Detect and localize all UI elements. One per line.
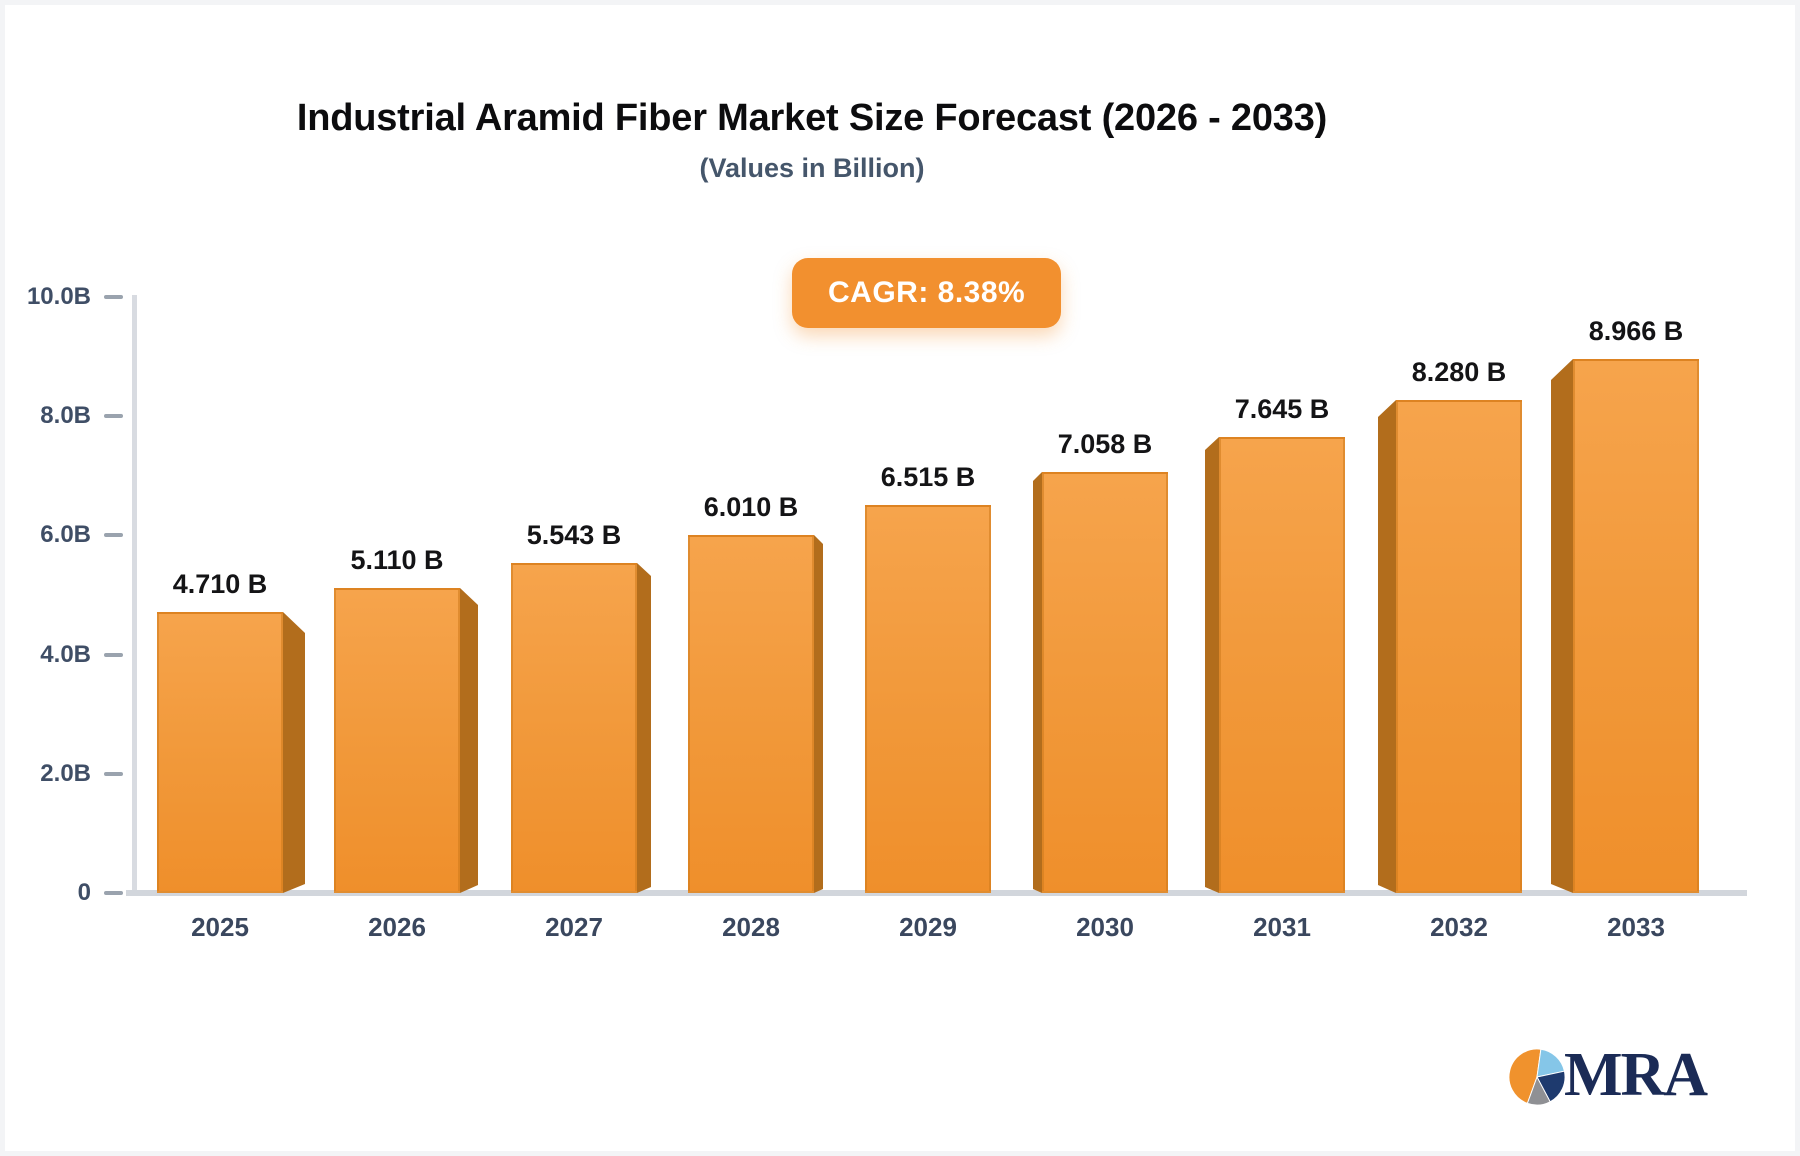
y-tick-label: 2.0B xyxy=(40,759,91,787)
y-axis-line xyxy=(132,295,137,893)
y-tick-label: 10.0B xyxy=(26,283,91,310)
bar-2030 xyxy=(1042,472,1168,893)
bar-2028 xyxy=(688,535,814,893)
bar-2033 xyxy=(1573,359,1699,893)
chart-card: Industrial Aramid Fiber Market Size Fore… xyxy=(5,5,1795,1151)
bar-value-label: 6.515 B xyxy=(880,462,976,492)
bar-value-label: 5.110 B xyxy=(350,545,444,575)
bar-value-label: 8.966 B xyxy=(1588,316,1684,346)
bar-side-face xyxy=(1378,400,1396,893)
bar-2026 xyxy=(334,588,460,893)
bar-side-face xyxy=(460,588,478,893)
bar-2025 xyxy=(157,612,283,893)
x-tick-label-2030: 2030 xyxy=(1076,912,1134,942)
x-tick-label-2026: 2026 xyxy=(368,912,426,942)
y-tick-label: 4.0B xyxy=(40,640,91,668)
y-tick-mark xyxy=(104,533,123,538)
bar-value-label: 5.543 B xyxy=(526,520,622,550)
page-subtitle: (Values in Billion) xyxy=(699,153,925,183)
y-tick-mark xyxy=(104,652,123,657)
bar-value-label: 8.280 B xyxy=(1411,357,1507,387)
bar-side-face xyxy=(1551,359,1573,893)
y-tick-label: 6.0B xyxy=(40,521,91,549)
y-tick-mark xyxy=(104,295,123,299)
x-tick-label-2027: 2027 xyxy=(545,912,603,942)
x-tick-label-2033: 2033 xyxy=(1607,912,1665,942)
bar-side-face xyxy=(637,563,651,893)
bar-value-label: 4.710 B xyxy=(172,569,268,599)
bar-value-label: 6.010 B xyxy=(703,492,799,522)
bar-side-face xyxy=(283,612,305,893)
x-axis-line xyxy=(126,890,1747,896)
y-tick-mark xyxy=(104,771,123,776)
x-tick-label-2025: 2025 xyxy=(191,912,249,942)
page-title: Industrial Aramid Fiber Market Size Fore… xyxy=(296,97,1328,139)
bar-side-face xyxy=(1205,437,1219,893)
pie-chart-icon xyxy=(1508,1048,1566,1106)
logo: MRA xyxy=(1508,1041,1718,1109)
y-tick-mark xyxy=(104,414,123,419)
bar-2027 xyxy=(511,563,637,893)
bar-value-label: 7.058 B xyxy=(1057,429,1153,459)
bar-2029 xyxy=(865,505,991,893)
logo-text: MRA xyxy=(1564,1041,1708,1109)
x-tick-label-2028: 2028 xyxy=(722,912,780,942)
x-tick-label-2029: 2029 xyxy=(899,912,957,942)
bar-value-label: 7.645 B xyxy=(1234,394,1330,424)
bar-2032 xyxy=(1396,400,1522,893)
x-tick-label-2032: 2032 xyxy=(1430,912,1488,942)
x-tick-label-2031: 2031 xyxy=(1253,912,1311,942)
bar-side-face xyxy=(1033,472,1042,893)
y-tick-label: 0 xyxy=(77,879,91,906)
bar-side-face xyxy=(814,535,823,893)
y-tick-mark xyxy=(104,891,123,895)
cagr-badge: CAGR: 8.38% xyxy=(792,258,1062,328)
y-tick-label: 8.0B xyxy=(40,402,91,430)
bar-2031 xyxy=(1219,437,1345,893)
